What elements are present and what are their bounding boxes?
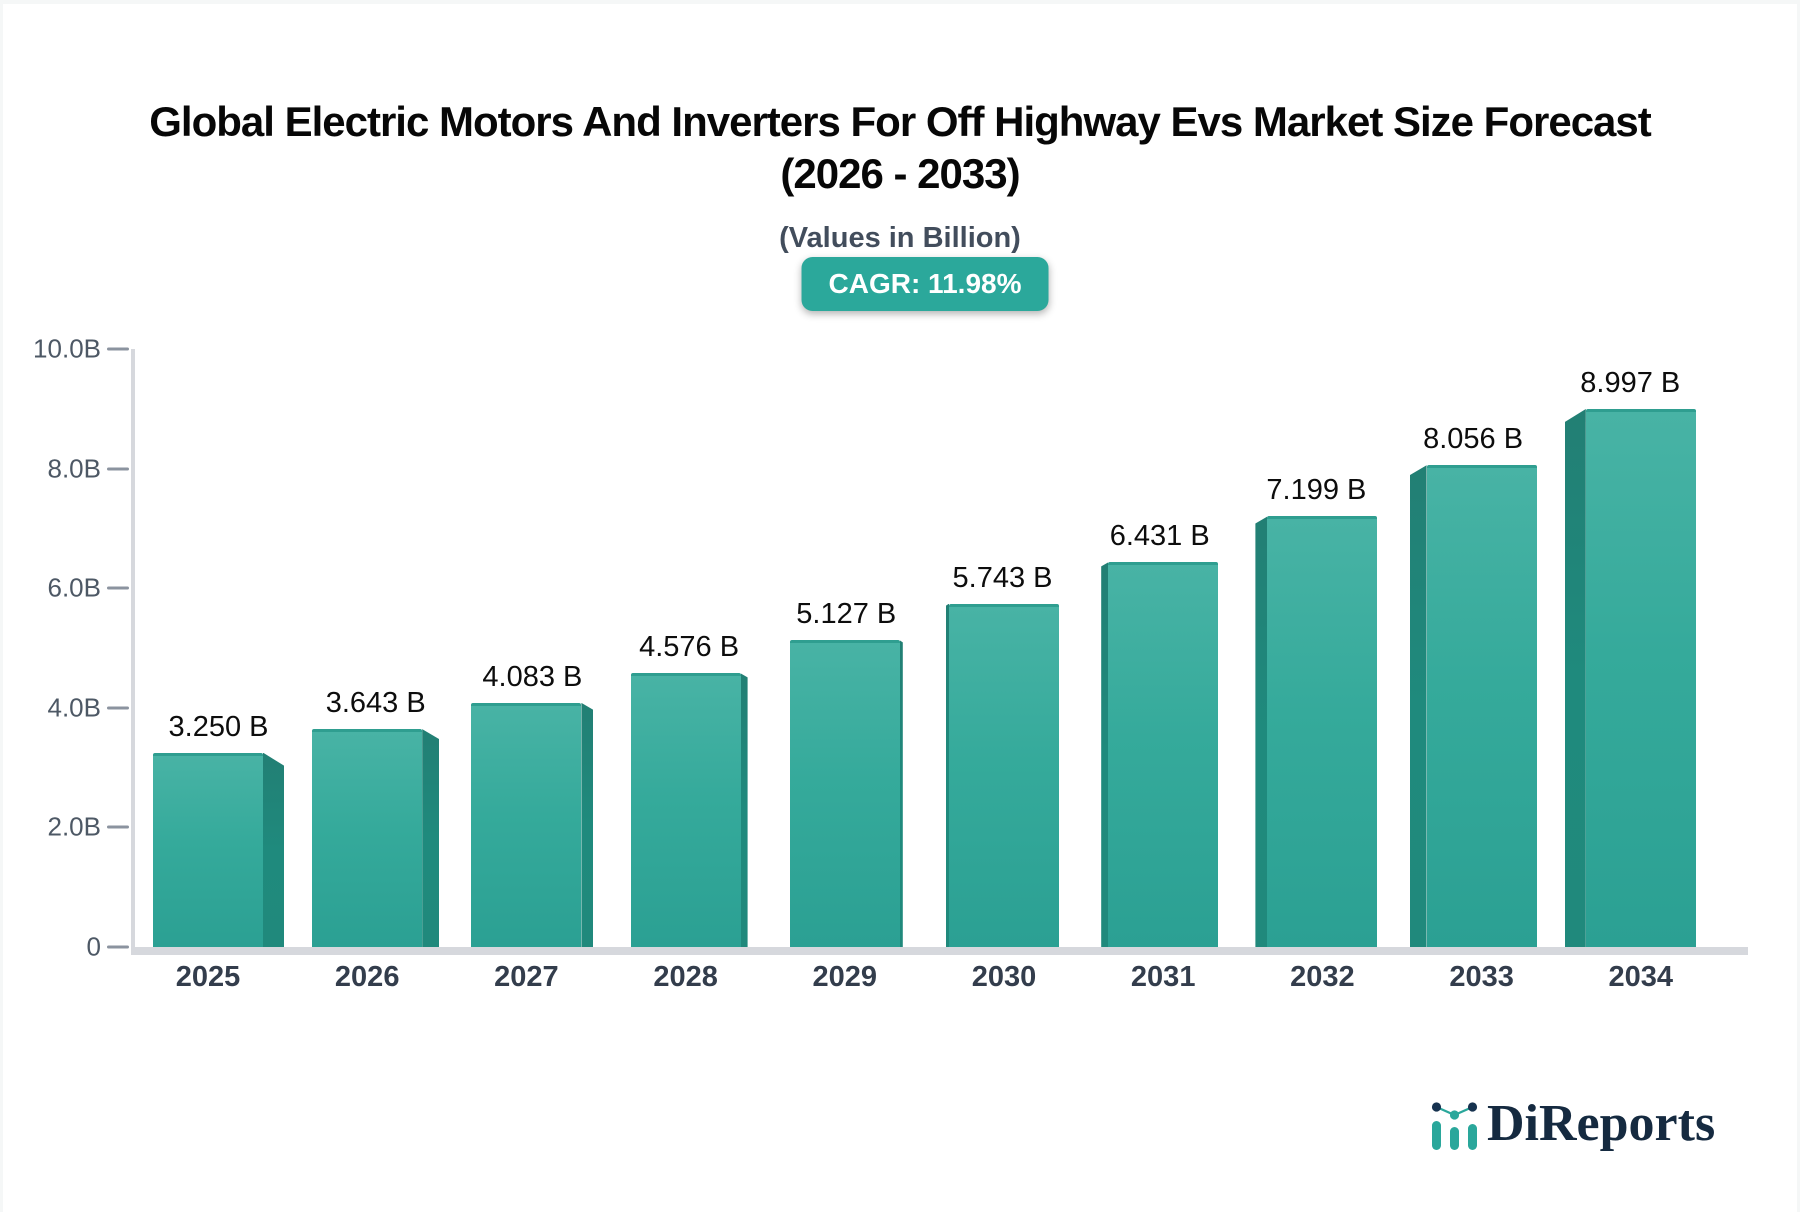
x-axis-baseline: [131, 947, 1748, 955]
x-tick-label: 2026: [334, 961, 400, 993]
bar: [153, 752, 263, 947]
x-tick-label: 2032: [1290, 961, 1355, 993]
bar-3d-side: [1409, 465, 1427, 947]
bar-3d-side: [899, 640, 903, 947]
bar-3d-side: [581, 702, 594, 947]
chart-title-line2: (2026 - 2033): [780, 150, 1020, 197]
bar: [949, 603, 1059, 947]
y-tick-label: 6.0B: [47, 572, 102, 603]
x-tick-label: 2029: [812, 961, 878, 993]
y-tick-mark: [107, 825, 129, 829]
x-tick-label: 2028: [653, 961, 718, 993]
bar: [789, 640, 900, 947]
bar-value-label: 3.643 B: [325, 687, 426, 720]
y-tick-label: 8.0B: [47, 453, 102, 484]
bar: [1585, 408, 1696, 947]
x-tick-label: 2033: [1449, 961, 1514, 993]
y-tick-label: 10.0B: [33, 333, 101, 364]
y-tick-label: 2.0B: [47, 811, 102, 842]
y-tick-mark: [107, 706, 129, 710]
chart-title-line1: Global Electric Motors And Inverters For…: [149, 98, 1652, 145]
bar-3d-side: [422, 729, 440, 947]
bar-value-label: 5.743 B: [952, 561, 1053, 594]
bar-value-label: 7.199 B: [1266, 474, 1367, 507]
x-tick-label: 2027: [494, 961, 559, 993]
bar-3d-side: [263, 752, 284, 947]
x-tick-label: 2034: [1608, 961, 1674, 993]
bar-3d-side: [1255, 516, 1268, 947]
brand-name: DiReports: [1487, 1095, 1716, 1152]
y-axis-line: [131, 349, 135, 955]
bar: [630, 673, 741, 947]
bar: [471, 702, 582, 947]
direports-logo-icon: [1431, 1102, 1478, 1150]
bar-3d-side: [946, 603, 949, 947]
bar-value-label: 8.056 B: [1423, 423, 1524, 456]
brand-logo: DiReports: [1430, 1098, 1715, 1150]
bar-value-label: 6.431 B: [1109, 520, 1210, 553]
cagr-badge: CAGR: 11.98%: [801, 257, 1049, 311]
bar-value-label: 4.576 B: [639, 631, 740, 664]
x-tick-label: 2031: [1130, 961, 1196, 993]
y-tick-mark: [107, 467, 129, 471]
y-tick-mark: [107, 945, 129, 949]
y-tick-mark: [107, 586, 129, 590]
x-tick-label: 2030: [971, 961, 1037, 993]
bar-value-label: 5.127 B: [796, 598, 897, 631]
bar-value-label: 3.250 B: [168, 710, 269, 743]
bar-3d-side: [1101, 562, 1109, 947]
bar: [312, 729, 423, 947]
bar-3d-side: [740, 673, 748, 947]
bar: [1426, 465, 1537, 947]
bar-3d-side: [1564, 408, 1586, 947]
chart-subtitle: (Values in Billion): [779, 222, 1021, 254]
y-tick-label: 0: [86, 931, 101, 962]
bar: [1267, 516, 1378, 947]
bar-value-label: 4.083 B: [482, 660, 583, 693]
bar: [1108, 562, 1219, 947]
bar-value-label: 8.997 B: [1580, 366, 1681, 399]
x-tick-label: 2025: [175, 961, 241, 993]
y-tick-label: 4.0B: [47, 692, 102, 723]
y-tick-mark: [107, 347, 129, 351]
